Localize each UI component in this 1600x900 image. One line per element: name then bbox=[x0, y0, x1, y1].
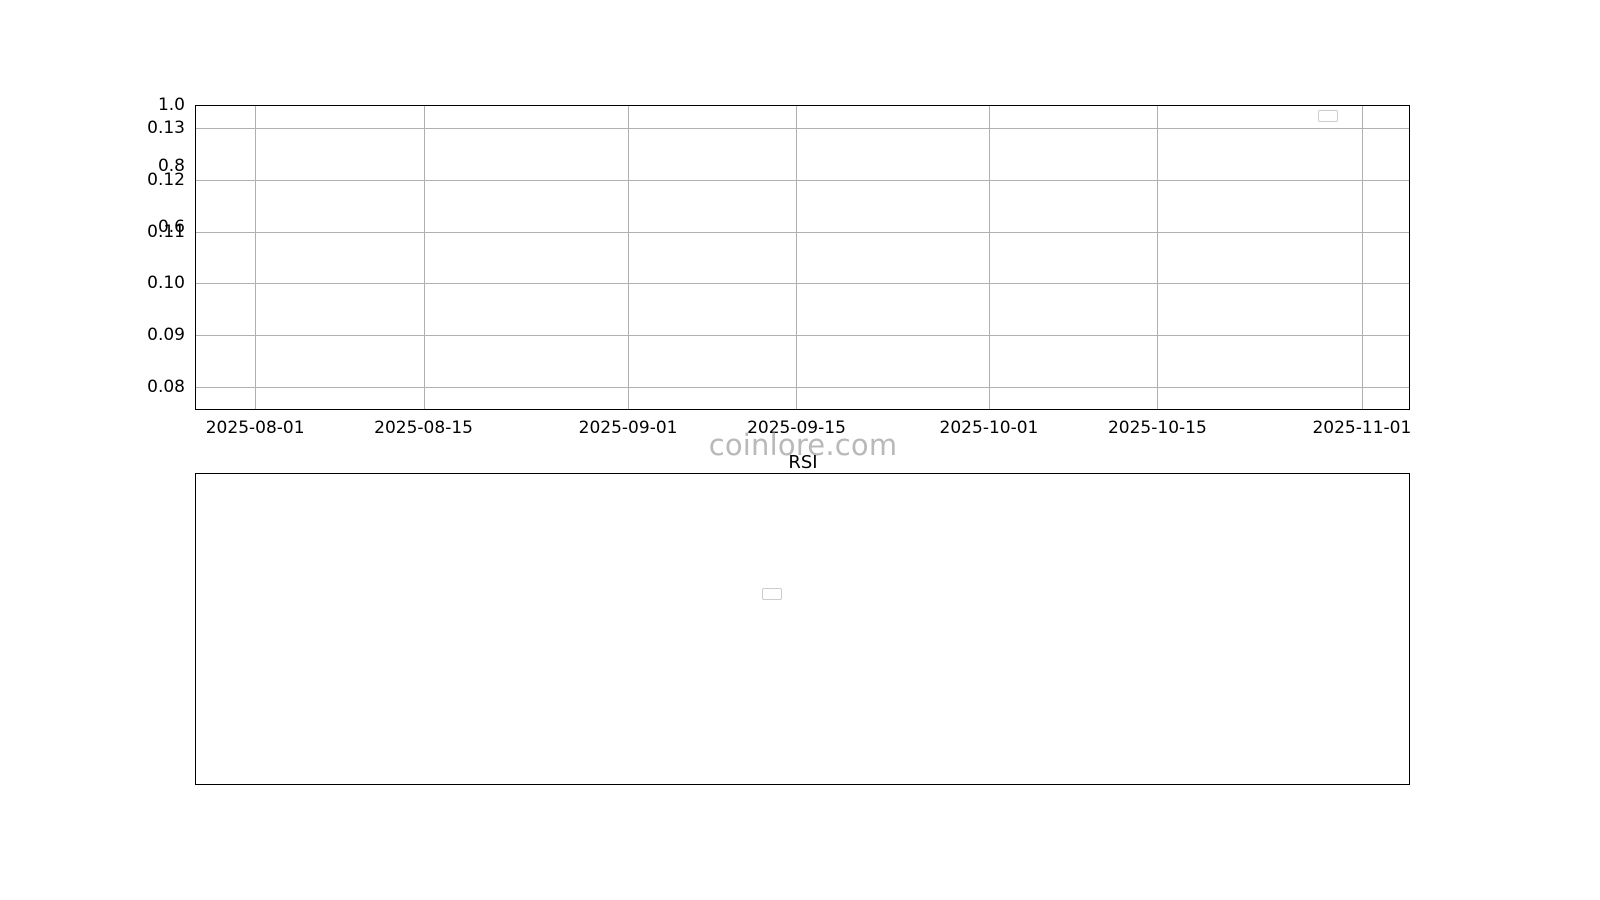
gridline-vertical bbox=[1157, 105, 1159, 410]
rsi-chart-panel bbox=[195, 473, 1410, 785]
watermark: coinlore.com bbox=[708, 428, 898, 462]
price-x-tick: 2025-10-01 bbox=[939, 418, 1039, 438]
price-y-tick: 0.09 bbox=[147, 325, 185, 346]
price-line-plot bbox=[195, 105, 1410, 410]
price-y-overlay-tick: 1.0 bbox=[157, 95, 185, 115]
gridline-vertical bbox=[628, 105, 630, 410]
gridline-horizontal bbox=[195, 231, 1410, 233]
gridline-horizontal bbox=[195, 335, 1410, 337]
gridline-vertical bbox=[1361, 105, 1363, 410]
rsi-line-plot bbox=[195, 473, 1410, 785]
price-y-overlay-tick: 0.6 bbox=[157, 217, 185, 237]
price-y-tick: 0.08 bbox=[147, 376, 185, 397]
price-legend bbox=[1318, 110, 1338, 122]
price-x-tick: 2025-11-01 bbox=[1312, 418, 1412, 438]
price-y-tick: 0.13 bbox=[147, 118, 185, 139]
gridline-horizontal bbox=[195, 283, 1410, 285]
price-x-tick: 2025-08-01 bbox=[205, 418, 305, 438]
gridline-vertical bbox=[796, 105, 798, 410]
price-x-tick: 2025-10-15 bbox=[1107, 418, 1207, 438]
price-x-tick: 2025-09-01 bbox=[578, 418, 678, 438]
price-y-tick: 0.10 bbox=[147, 273, 185, 294]
gridline-vertical bbox=[255, 105, 257, 410]
price-x-tick: 2025-09-15 bbox=[747, 418, 846, 438]
gridline-vertical bbox=[423, 105, 425, 410]
gridline-horizontal bbox=[195, 386, 1410, 388]
gridline-horizontal bbox=[195, 128, 1410, 130]
rsi-subplot-title: RSI bbox=[788, 452, 818, 473]
price-chart-panel bbox=[195, 105, 1410, 410]
gridline-horizontal bbox=[195, 179, 1410, 181]
price-y-overlay-tick: 0.8 bbox=[157, 156, 185, 176]
rsi-legend bbox=[762, 588, 782, 600]
price-y-tick: 0.12 bbox=[147, 169, 185, 190]
gridline-vertical bbox=[988, 105, 990, 410]
price-y-tick: 0.11 bbox=[147, 221, 185, 242]
price-x-tick: 2025-08-15 bbox=[374, 418, 473, 438]
